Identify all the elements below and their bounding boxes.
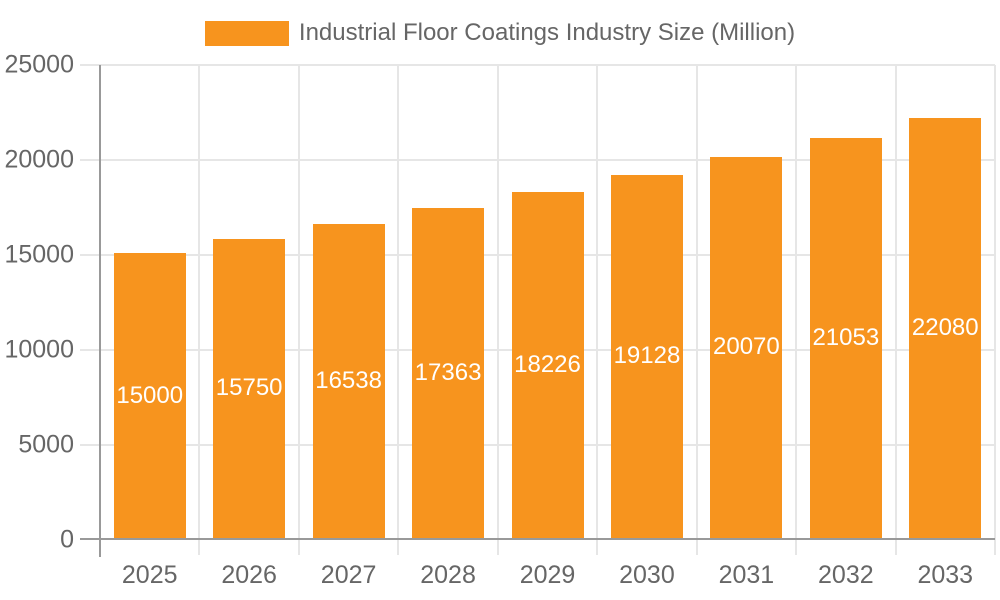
- x-tick-label: 2031: [718, 561, 775, 589]
- legend-swatch-icon: [204, 20, 289, 46]
- gridline-horizontal: [80, 159, 995, 161]
- y-axis-labels: 0 5000 10000 15000 20000 25000: [0, 51, 74, 554]
- bar-value-label: 19128: [613, 342, 681, 370]
- bar[interactable]: 15000: [113, 253, 186, 538]
- gridline-vertical: [397, 65, 400, 555]
- bar-value-label: 15750: [215, 374, 283, 402]
- x-tick-label: 2029: [519, 561, 576, 589]
- y-tick-label: 0: [60, 525, 74, 554]
- gridline-vertical: [795, 65, 798, 555]
- x-tick-label: 2032: [818, 561, 874, 589]
- bar-value-label: 18226: [514, 350, 581, 378]
- gridline-vertical: [695, 65, 698, 555]
- bar[interactable]: 15750: [213, 238, 286, 538]
- gridline-vertical: [994, 65, 996, 555]
- y-tick-label: 25000: [4, 50, 74, 79]
- legend-item[interactable]: Industrial Floor Coatings Industry Size …: [0, 15, 1000, 51]
- y-tick-label: 10000: [4, 335, 74, 364]
- bar-value-label: 21053: [812, 324, 880, 351]
- bar-value-label: 16538: [315, 366, 382, 394]
- gridline-vertical: [297, 65, 300, 555]
- x-tick-label: 2025: [121, 561, 178, 589]
- bar[interactable]: 17363: [412, 208, 485, 538]
- y-tick-label: 5000: [18, 430, 74, 459]
- x-axis-labels: 2025 2026 2027 2028 2029 2030 2031 2032 2033: [100, 557, 995, 593]
- x-tick-label: 2033: [917, 561, 974, 589]
- gridline-vertical: [894, 65, 897, 555]
- bar-value-label: 20070: [713, 333, 780, 361]
- bar[interactable]: 22080: [909, 118, 982, 538]
- x-axis-line: [80, 538, 995, 540]
- gridline-vertical: [596, 65, 599, 555]
- plot-area: 15000 15750 16538 17363 18226 19128 20070 21053…: [80, 64, 996, 557]
- bar-value-label: 22080: [911, 314, 979, 342]
- y-axis-line: [99, 65, 101, 557]
- bar[interactable]: 16538: [312, 223, 385, 538]
- y-tick-label: 15000: [4, 240, 74, 269]
- x-tick-label: 2026: [221, 561, 277, 589]
- bar[interactable]: 19128: [610, 174, 683, 538]
- y-tick-label: 20000: [4, 145, 74, 174]
- gridline-horizontal: [80, 64, 995, 66]
- bar-value-label: 15000: [116, 381, 184, 409]
- x-tick-label: 2028: [420, 561, 476, 589]
- bar[interactable]: 20070: [710, 156, 783, 538]
- gridline-vertical: [496, 65, 499, 555]
- legend-label: Industrial Floor Coatings Industry Size …: [298, 19, 796, 46]
- gridline-vertical: [198, 65, 201, 555]
- x-tick-label: 2030: [619, 561, 675, 589]
- bar[interactable]: 21053: [809, 138, 882, 538]
- bar-value-label: 17363: [414, 359, 482, 387]
- bar[interactable]: 18226: [511, 191, 584, 538]
- x-tick-label: 2027: [320, 561, 377, 589]
